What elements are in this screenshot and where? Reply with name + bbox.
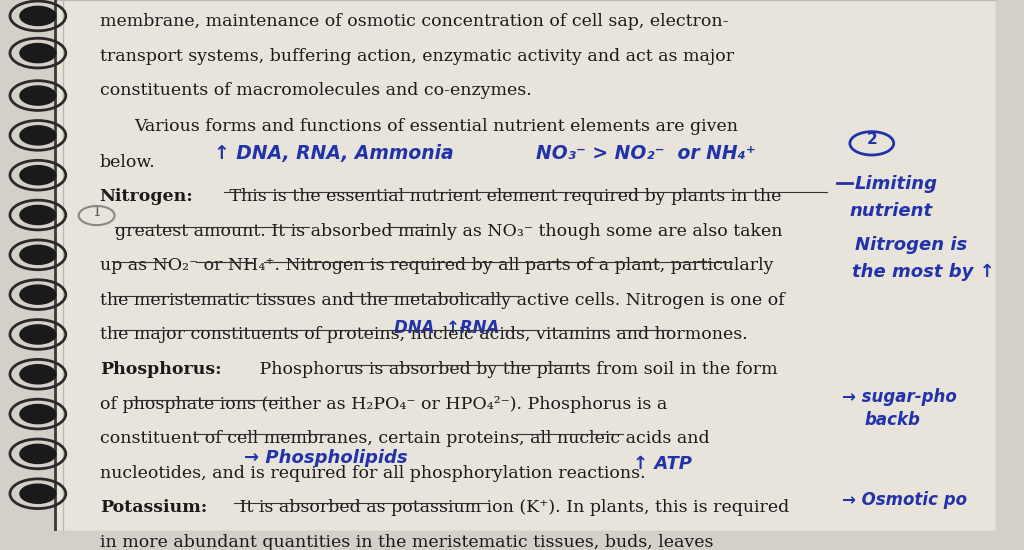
Text: ↑ DNA, RNA, Ammonia: ↑ DNA, RNA, Ammonia — [214, 145, 454, 163]
Circle shape — [19, 206, 55, 224]
Circle shape — [19, 444, 55, 464]
Text: constituent of cell membranes, certain proteins, all nucleic acids and: constituent of cell membranes, certain p… — [99, 430, 710, 447]
Text: the most by ↑: the most by ↑ — [852, 263, 994, 281]
Text: backb: backb — [865, 411, 921, 430]
FancyBboxPatch shape — [55, 0, 996, 531]
Text: 1: 1 — [92, 205, 101, 219]
Text: Potassium:: Potassium: — [99, 499, 207, 516]
Text: → sugar-pho: → sugar-pho — [842, 388, 956, 405]
Text: Limiting: Limiting — [855, 175, 938, 193]
Circle shape — [19, 126, 55, 145]
Text: below.: below. — [99, 154, 156, 171]
Text: nutrient: nutrient — [850, 202, 933, 220]
Text: in more abundant quantities in the meristematic tissues, buds, leaves: in more abundant quantities in the meris… — [99, 534, 713, 550]
Text: the major constituents of proteins, nucleic acids, vitamins and hormones.: the major constituents of proteins, nucl… — [99, 327, 748, 344]
Text: transport systems, buffering action, enzymatic activity and act as major: transport systems, buffering action, enz… — [99, 48, 734, 65]
Text: Phosphorus is absorbed by the plants from soil in the form: Phosphorus is absorbed by the plants fro… — [254, 361, 777, 378]
Text: nucleotides, and is required for all phosphorylation reactions.: nucleotides, and is required for all pho… — [99, 465, 645, 481]
Text: → Phospholipids: → Phospholipids — [244, 449, 408, 466]
Text: Phosphorus:: Phosphorus: — [99, 361, 221, 378]
Circle shape — [19, 484, 55, 503]
Circle shape — [19, 86, 55, 105]
Text: Various forms and functions of essential nutrient elements are given: Various forms and functions of essential… — [134, 118, 738, 135]
Text: It is absorbed as potassium ion (K⁺). In plants, this is required: It is absorbed as potassium ion (K⁺). In… — [234, 499, 790, 516]
Text: This is the essential nutrient element required by plants in the: This is the essential nutrient element r… — [224, 189, 781, 206]
Text: membrane, maintenance of osmotic concentration of cell sap, electron-: membrane, maintenance of osmotic concent… — [99, 13, 728, 30]
Text: constituents of macromolecules and co-enzymes.: constituents of macromolecules and co-en… — [99, 82, 531, 100]
Text: the meristematic tissues and the metabolically active cells. Nitrogen is one of: the meristematic tissues and the metabol… — [99, 292, 784, 309]
Text: of phosphate ions (either as H₂PO₄⁻ or HPO₄²⁻). Phosphorus is a: of phosphate ions (either as H₂PO₄⁻ or H… — [99, 395, 667, 412]
Text: 2: 2 — [866, 132, 878, 147]
Text: NO₃⁻ > NO₂⁻  or NH₄⁺: NO₃⁻ > NO₂⁻ or NH₄⁺ — [523, 145, 756, 163]
Text: Nitrogen:: Nitrogen: — [99, 189, 194, 206]
Text: Nitrogen is: Nitrogen is — [855, 236, 967, 254]
Text: greatest amount. It is absorbed mainly as NO₃⁻ though some are also taken: greatest amount. It is absorbed mainly a… — [115, 223, 782, 240]
Text: ↑ ATP: ↑ ATP — [633, 455, 691, 473]
Text: up as NO₂⁻ or NH₄⁺. Nitrogen is required by all parts of a plant, particularly: up as NO₂⁻ or NH₄⁺. Nitrogen is required… — [99, 257, 773, 274]
Circle shape — [19, 7, 55, 25]
Circle shape — [19, 245, 55, 265]
Circle shape — [19, 285, 55, 304]
Circle shape — [19, 43, 55, 63]
Circle shape — [19, 325, 55, 344]
Circle shape — [19, 365, 55, 384]
Circle shape — [19, 405, 55, 424]
Text: → Osmotic po: → Osmotic po — [842, 491, 967, 509]
Text: DNA  ↑RNA: DNA ↑RNA — [393, 318, 499, 337]
Circle shape — [19, 166, 55, 185]
